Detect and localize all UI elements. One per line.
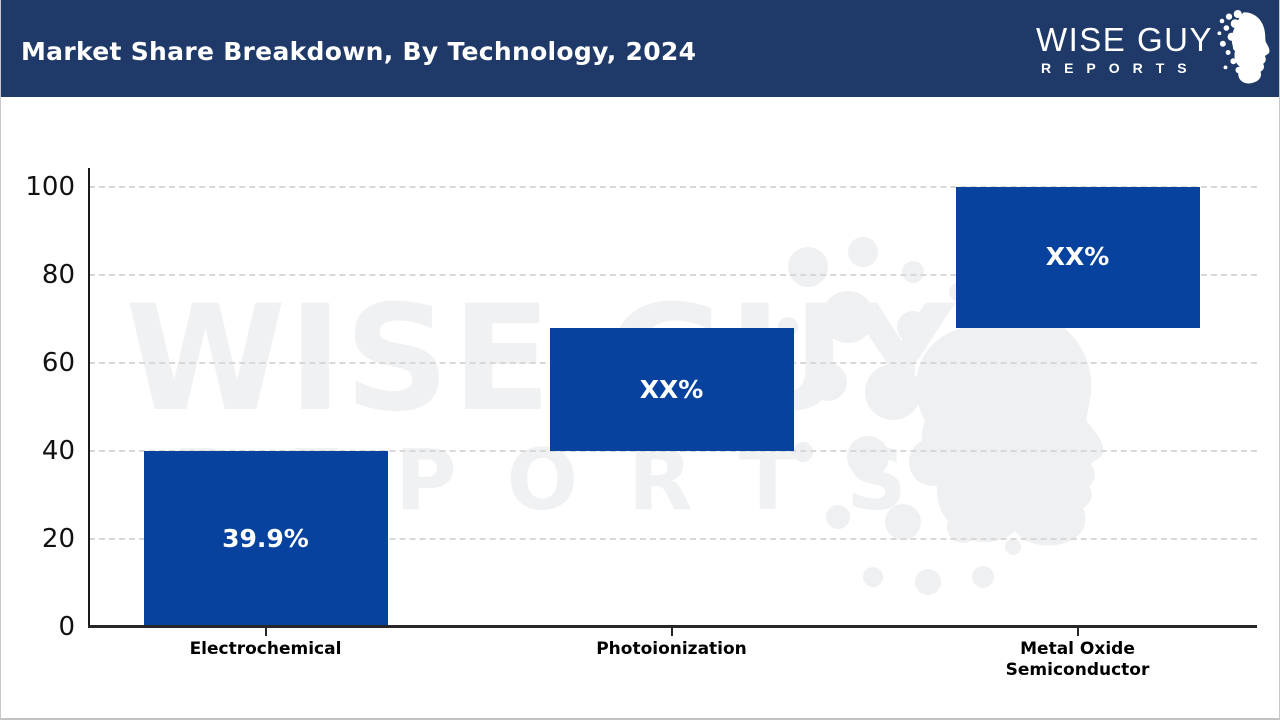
bar xyxy=(549,327,794,452)
y-tick-label: 80 xyxy=(41,260,75,290)
watermark-face-icon xyxy=(770,235,1104,595)
bar-value-label: XX% xyxy=(1045,242,1110,272)
bar-value-label: 39.9% xyxy=(222,524,309,554)
bar xyxy=(955,187,1200,328)
category-label: Photoionization xyxy=(596,639,747,659)
gridline xyxy=(89,274,1257,276)
y-axis-line xyxy=(88,168,90,628)
wiseguy-face-icon xyxy=(1217,9,1270,84)
category-label: Electrochemical xyxy=(189,639,342,659)
watermark-wiseguy-text: WISE GUY xyxy=(125,274,957,444)
logo-reports-text: REPORTS xyxy=(1040,60,1200,76)
bar xyxy=(143,451,388,627)
y-tick-label: 20 xyxy=(41,524,75,554)
x-axis-line xyxy=(88,625,1257,628)
logo-wiseguy-text: WISE GUY xyxy=(1035,21,1213,58)
y-tick-label: 60 xyxy=(41,348,75,378)
bar-value-label: XX% xyxy=(639,374,704,404)
gridline xyxy=(89,186,1257,188)
category-label: Metal Oxide Semiconductor xyxy=(1005,639,1150,680)
x-tick-mark xyxy=(1076,627,1079,636)
x-tick-mark xyxy=(264,627,267,636)
header-bar: Market Share Breakdown, By Technology, 2… xyxy=(1,0,1279,97)
gridline xyxy=(89,538,1257,540)
page-title: Market Share Breakdown, By Technology, 2… xyxy=(21,37,697,66)
y-tick-label: 40 xyxy=(41,436,75,466)
x-tick-mark xyxy=(670,627,673,636)
wiseguy-logo: WISE GUY REPORTS xyxy=(1036,5,1271,93)
y-tick-label: 0 xyxy=(58,612,75,642)
y-tick-label: 100 xyxy=(25,172,75,202)
